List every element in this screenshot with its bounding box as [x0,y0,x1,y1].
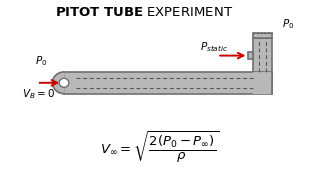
Text: $P_0$: $P_0$ [282,17,294,31]
Bar [253,37,272,72]
Bar [253,33,272,37]
Bar [64,72,272,94]
Text: $\bf{PITOT\ TUBE}$ EXPERIMENT: $\bf{PITOT\ TUBE}$ EXPERIMENT [55,6,233,19]
Text: $P_0$: $P_0$ [36,55,48,68]
Text: $V_{\infty} = \sqrt{\dfrac{2(P_0 - P_{\infty})}{\rho}}$: $V_{\infty} = \sqrt{\dfrac{2(P_0 - P_{\i… [100,129,220,165]
Text: $P_{static}$: $P_{static}$ [200,40,228,54]
Circle shape [59,78,69,87]
Bar [253,72,272,94]
Bar [248,52,253,59]
Text: $V_B = 0$: $V_B = 0$ [22,87,55,101]
Polygon shape [52,72,64,94]
